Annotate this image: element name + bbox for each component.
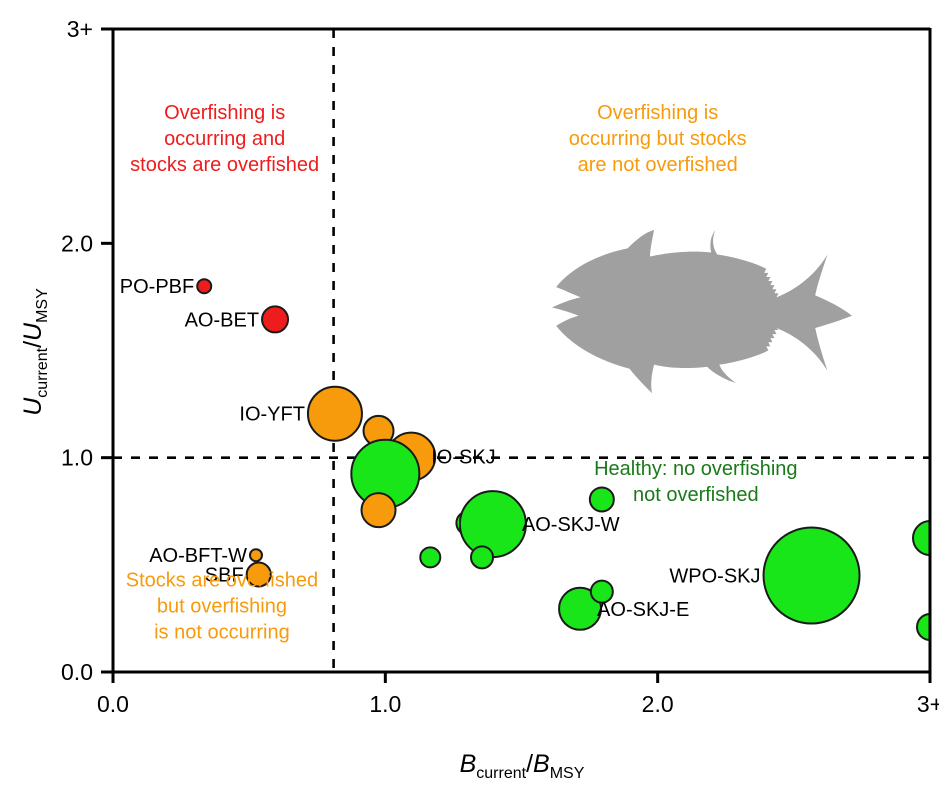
x-axis-title-main: B [460, 750, 477, 778]
point-label-ao-skj-w: AO-SKJ-W [522, 514, 620, 536]
y-tick-label-1.0: 1.0 [61, 445, 93, 471]
data-point-po-pbf [196, 278, 213, 295]
y-tick-label-2.0: 2.0 [61, 230, 93, 256]
point-label-sbf: SBF [205, 564, 244, 586]
y-axis-title: Ucurrent/UMSY [19, 288, 51, 416]
data-point-18 [916, 612, 930, 641]
data-point-ao-skj-e [558, 586, 603, 631]
data-point-wpo-skj [762, 526, 861, 625]
y-tick-label-3+: 3+ [67, 16, 93, 42]
x-tick-label-1.0: 1.0 [369, 691, 401, 717]
y-axis-title-sub: current [34, 347, 51, 397]
axes [111, 27, 932, 674]
x-axis-title: Bcurrent/BMSY [460, 750, 585, 782]
point-label-ao-bet: AO-BET [185, 309, 259, 331]
bubble-series [196, 278, 930, 641]
x-axis-title-sub2: MSY [550, 765, 585, 782]
point-label-io-yft: IO-YFT [239, 404, 305, 426]
data-point-12 [419, 546, 442, 569]
point-label-ao-bft-w: AO-BFT-W [149, 545, 247, 567]
data-point-17 [912, 520, 930, 557]
quadrant-annotations: Overfishing is occurring and stocks are ov… [126, 102, 798, 643]
point-label-io-skj: IO-SKJ [431, 447, 495, 469]
quadrant-annotation-overfishing-not-overfished: Overfishing is occurring but stocks are no… [569, 102, 747, 176]
svg-text:Bcurrent/BMSY: Bcurrent/BMSY [460, 750, 585, 782]
data-point-15 [589, 579, 614, 604]
data-point-13 [470, 545, 495, 570]
y-axis-title-sub2: MSY [34, 288, 51, 323]
x-tick-label-2.0: 2.0 [642, 691, 674, 717]
x-axis-title-sub: current [476, 765, 526, 782]
point-label-po-pbf: PO-PBF [120, 276, 194, 298]
x-axis-title-main2: B [533, 750, 550, 778]
y-tick-label-0.0: 0.0 [61, 659, 93, 685]
quadrant-annotation-healthy: Healthy: no overfishing not overfished [594, 458, 797, 506]
quadrant-annotation-overfished-no-overfishing: Stocks are overfished but overfishing is n… [126, 569, 318, 643]
tuna-silhouette-icon [552, 230, 852, 394]
x-tick-label-0.0: 0.0 [97, 691, 129, 717]
data-point-ao-bet [261, 305, 290, 334]
data-point-6 [360, 492, 397, 529]
point-label-wpo-skj: WPO-SKJ [669, 566, 760, 588]
y-axis-ticks: 0.0 1.0 2.0 3+ [61, 16, 113, 685]
data-point-io-yft [306, 385, 363, 442]
svg-text:Ucurrent/UMSY: Ucurrent/UMSY [19, 288, 51, 416]
y-axis-title-sep: / [19, 341, 47, 348]
data-point-ao-skj-w [458, 490, 527, 559]
y-axis-title-main: U [19, 397, 47, 416]
data-point-ao-bft-w [248, 548, 263, 563]
data-point-sbf [245, 561, 272, 588]
quadrant-annotation-overfishing-overfished: Overfishing is occurring and stocks are ov… [130, 102, 319, 176]
x-tick-label-3+: 3+ [917, 691, 939, 717]
y-axis-title-main2: U [19, 322, 47, 341]
x-axis-title-sep: / [526, 750, 533, 778]
point-label-ao-skj-e: AO-SKJ-E [597, 599, 689, 621]
data-point-11 [588, 486, 615, 513]
x-axis-ticks: 0.0 1.0 2.0 3+ [97, 672, 939, 717]
